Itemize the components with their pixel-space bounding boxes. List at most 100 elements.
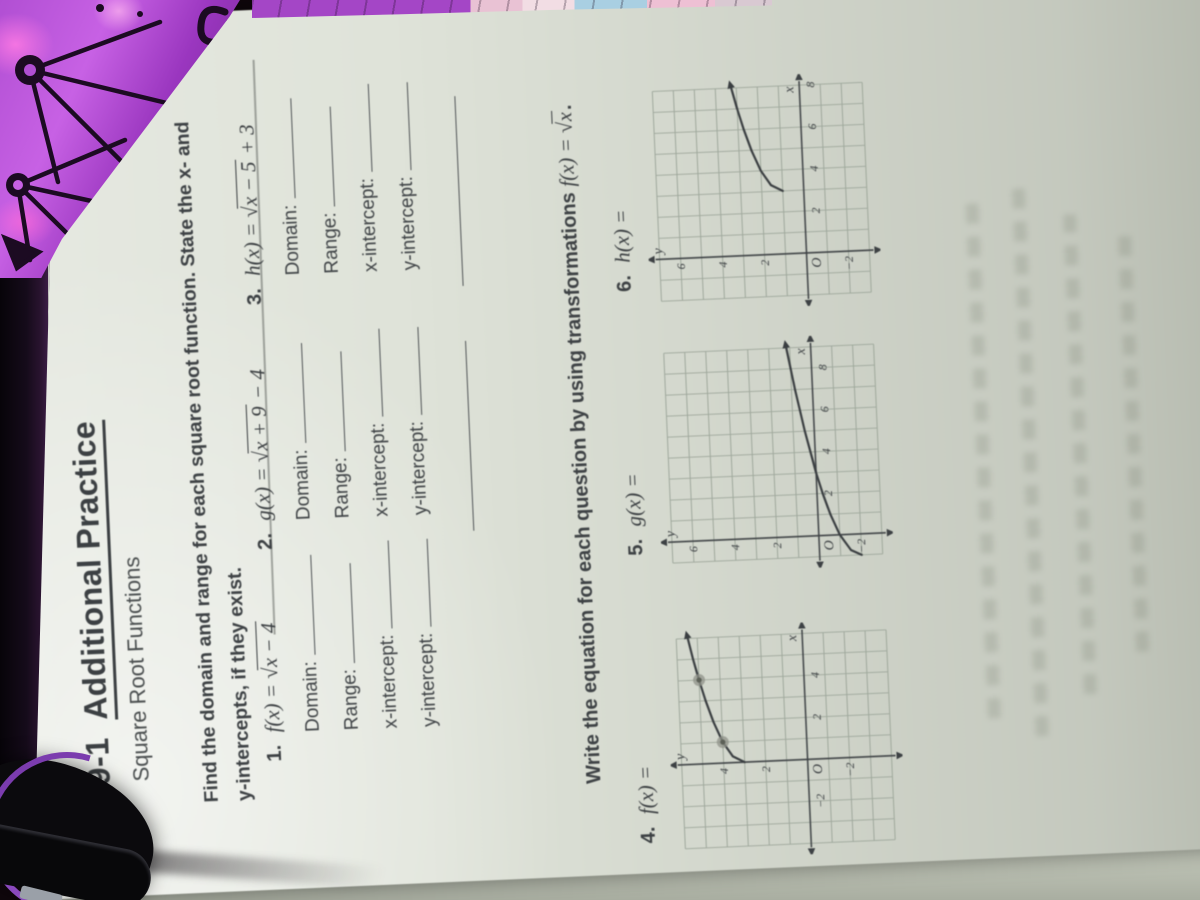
x-intercept-row: x-intercept: [352, 80, 383, 273]
range-row: Range: [324, 326, 354, 519]
svg-text:4: 4 [819, 448, 833, 455]
answer-blank [352, 83, 373, 173]
function-name: g(x) = [619, 472, 647, 528]
y-intercept-row: y-intercept: [402, 323, 432, 516]
function-name: f(x) = [258, 678, 285, 734]
domain-row: Domain: [275, 83, 305, 276]
field-label: Domain: [279, 204, 304, 276]
page-showthrough [1063, 214, 1098, 695]
svg-text:x: x [782, 85, 797, 94]
range-row: Range: [334, 538, 364, 731]
problem-4-label: 4. f(x) = [633, 765, 661, 844]
field-label: Domain: [290, 448, 315, 521]
instructions-text: Write the equation for each question by … [557, 191, 606, 785]
page-showthrough [965, 198, 1001, 719]
svg-text:4: 4 [808, 672, 822, 679]
field-label: x-intercept: [356, 177, 382, 273]
graph-problem-5: 2 4 6 8 −2 2 4 6 y x O [659, 333, 895, 570]
function-name: h(x) = [238, 217, 265, 277]
svg-text:4: 4 [716, 261, 730, 268]
x-intercept-row: x-intercept: [363, 324, 393, 517]
svg-text:2: 2 [809, 207, 823, 214]
period: . [553, 104, 577, 111]
equation-suffix: + 3 [234, 123, 260, 161]
problem-number: 6. [613, 274, 637, 293]
problem-5-label: 5. g(x) = [620, 473, 649, 556]
svg-text:6: 6 [817, 406, 831, 413]
field-label: y-intercept: [406, 420, 432, 516]
radicand: x − 4 [255, 620, 283, 670]
answer-blank [325, 351, 346, 452]
radicand: x − 5 [234, 159, 263, 209]
svg-text:y: y [673, 753, 688, 763]
radicand: x + 9 [245, 403, 273, 454]
function-name: f(x) = [553, 132, 580, 188]
svg-text:y: y [651, 247, 666, 257]
svg-text:6: 6 [686, 546, 700, 553]
page-subtitle: Square Root Functions [119, 556, 154, 783]
field-label: x-intercept: [367, 422, 393, 518]
answer-blank [411, 538, 432, 628]
page-title: 9-1 Additional Practice [65, 420, 119, 786]
answer-blank [295, 555, 316, 656]
svg-text:6: 6 [805, 123, 819, 130]
svg-text:O: O [822, 540, 837, 551]
svg-text:2: 2 [821, 490, 835, 497]
svg-text:2: 2 [758, 259, 772, 266]
svg-text:4: 4 [717, 768, 731, 775]
svg-text:6: 6 [674, 263, 688, 270]
function-name: h(x) = [608, 209, 635, 264]
problem-number: 4. [637, 826, 661, 844]
answer-blank [285, 343, 307, 444]
domain-row: Domain: [295, 540, 325, 733]
field-label: Range: [329, 456, 354, 519]
answer-blank [402, 326, 423, 416]
function-name: f(x) = [632, 765, 659, 815]
field-label: Range: [319, 211, 343, 275]
svg-text:−2: −2 [843, 762, 858, 777]
answer-blank [275, 98, 296, 200]
answer-blank [334, 562, 355, 664]
page-showthrough [1117, 231, 1150, 652]
section-2-instructions: Write the equation for each question by … [551, 104, 607, 785]
svg-text:2: 2 [770, 542, 784, 549]
answer-blank [391, 82, 412, 171]
page-showthrough [1011, 176, 1049, 737]
svg-text:4: 4 [728, 544, 742, 551]
problem-3: 3. h(x) = √x − 5 + 3 Domain: Range: x-in… [233, 76, 464, 306]
answer-blank [372, 540, 393, 630]
svg-text:x: x [794, 347, 809, 356]
problem-number: 2. [254, 532, 277, 551]
problem-number: 3. [243, 287, 267, 306]
y-intercept-row: y-intercept: [411, 534, 441, 727]
svg-text:−2: −2 [842, 256, 857, 271]
problem-number: 1. [263, 744, 287, 763]
field-label: Domain: [299, 660, 324, 733]
svg-text:−2: −2 [813, 794, 828, 809]
svg-text:2: 2 [759, 766, 773, 773]
graph-problem-6: 2 4 6 8 −2 2 4 6 y x O [646, 72, 883, 308]
answer-blank-long [451, 340, 475, 532]
y-intercept-row: y-intercept: [391, 78, 422, 271]
svg-text:x: x [785, 634, 800, 643]
answer-blank [363, 328, 384, 418]
svg-text:−2: −2 [854, 539, 869, 554]
svg-text:2: 2 [810, 714, 824, 721]
field-label: y-intercept: [415, 632, 441, 728]
answer-blank-long [440, 96, 464, 287]
problem-1: 1. f(x) = √x − 4 Domain: Range: x-interc… [253, 534, 443, 762]
radicand: x [551, 109, 577, 125]
svg-text:y: y [663, 530, 678, 540]
title-text: Additional Practice [65, 420, 119, 721]
svg-text:4: 4 [807, 165, 821, 172]
svg-text:8: 8 [815, 364, 829, 371]
field-label: y-intercept: [395, 175, 421, 271]
problem-6-label: 6. h(x) = [608, 209, 637, 292]
range-row: Range: [314, 81, 344, 274]
equation-suffix: − 4 [245, 368, 271, 405]
field-label: Range: [339, 668, 363, 731]
graph-problem-4: −2 2 4 −2 2 4 y x O [668, 620, 905, 857]
domain-row: Domain: [285, 328, 315, 521]
x-intercept-row: x-intercept: [372, 536, 402, 729]
black-object-corner [0, 723, 183, 900]
